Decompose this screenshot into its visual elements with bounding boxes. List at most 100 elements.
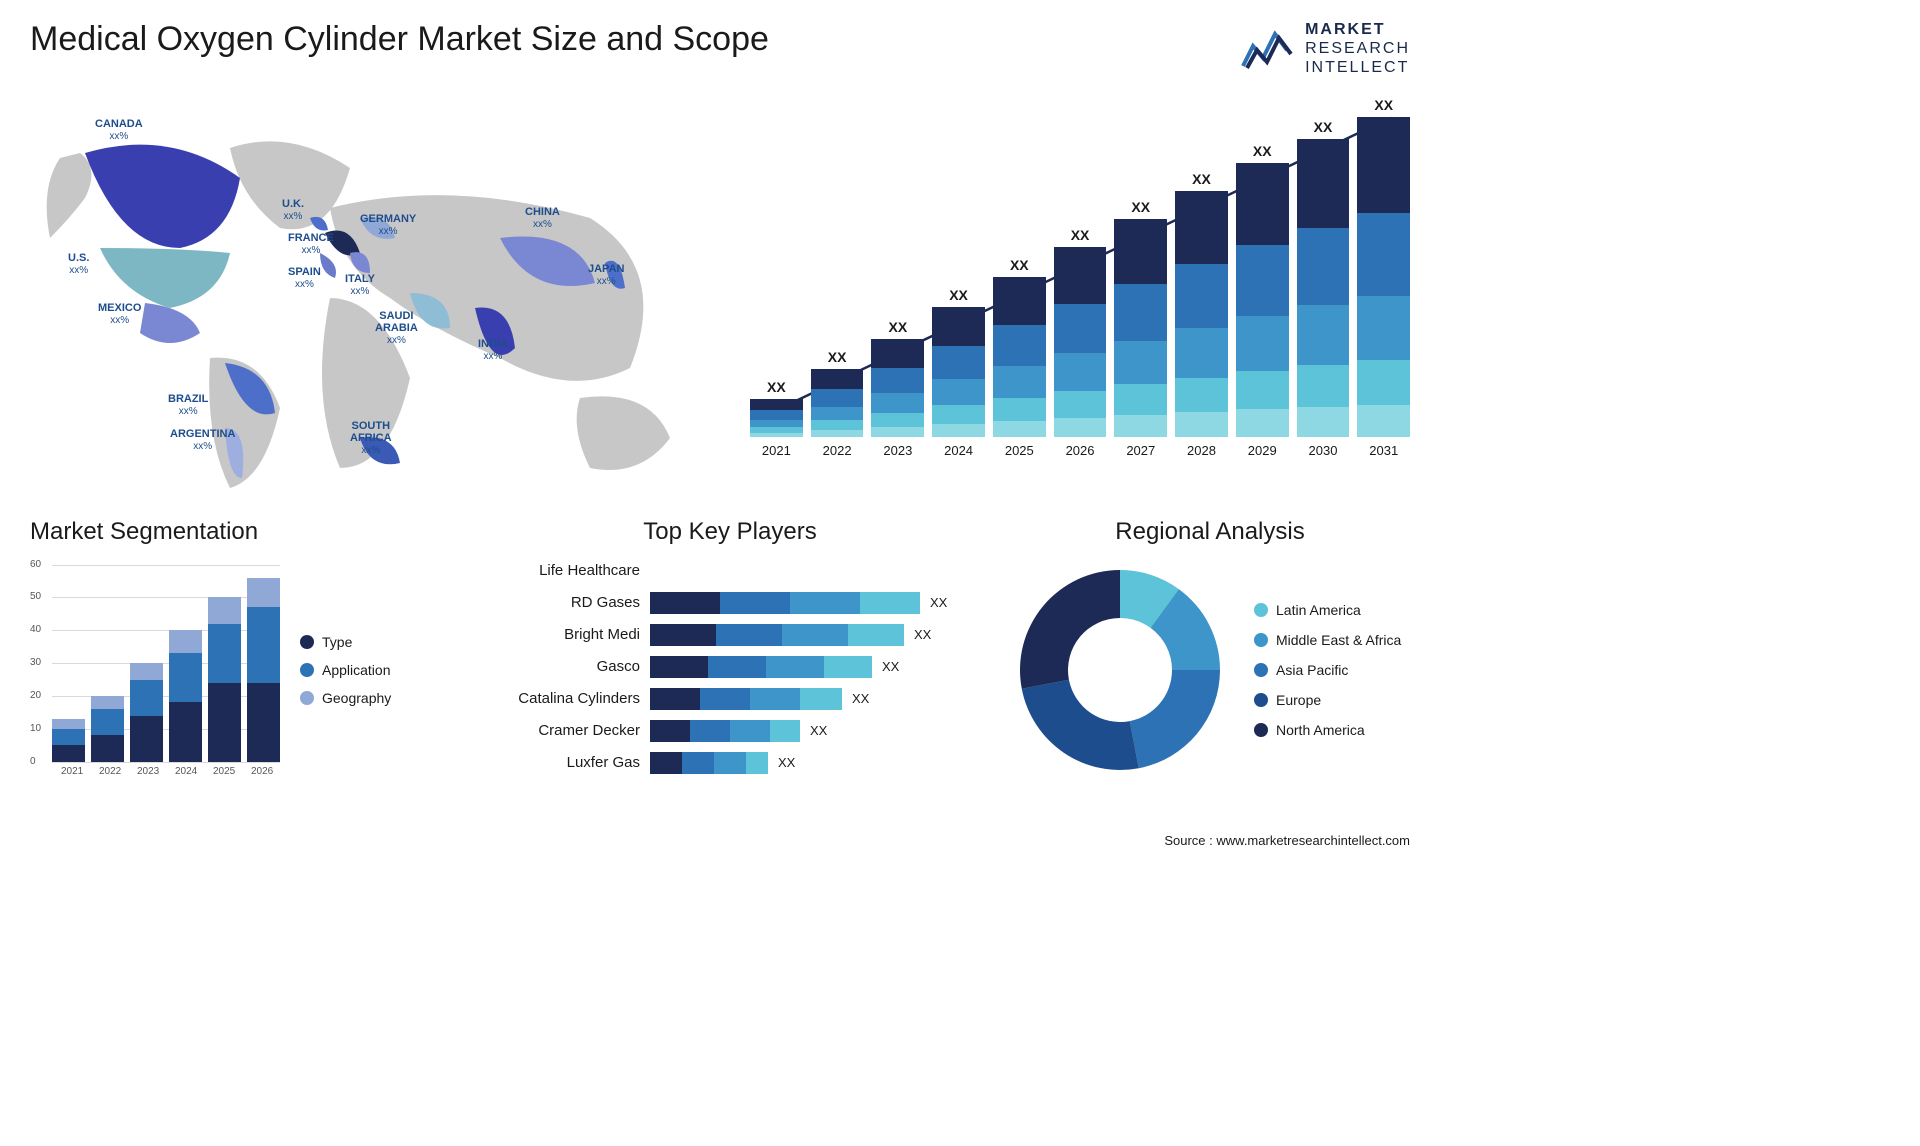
donut-slice	[1022, 679, 1139, 769]
growth-bar-segment	[1236, 245, 1289, 316]
regional-legend: Latin AmericaMiddle East & AfricaAsia Pa…	[1254, 602, 1401, 738]
growth-bar-segment	[993, 277, 1046, 325]
player-row: XX	[650, 624, 980, 646]
players-section: Top Key Players Life HealthcareRD GasesB…	[480, 518, 980, 780]
player-value: XX	[852, 691, 869, 706]
player-name: Gasco	[480, 658, 640, 675]
growth-bar-segment	[1236, 163, 1289, 245]
players-title: Top Key Players	[480, 518, 980, 546]
growth-bar-col: XX2026	[1054, 227, 1107, 458]
legend-label: Middle East & Africa	[1276, 632, 1401, 648]
seg-xtick: 2026	[251, 766, 273, 777]
player-bar-segment	[650, 688, 700, 710]
player-bar-segment	[730, 720, 770, 742]
growth-bar-segment	[811, 420, 864, 430]
growth-bar-year: 2031	[1369, 443, 1398, 458]
growth-bar-segment	[932, 405, 985, 423]
seg-ytick: 0	[30, 756, 36, 767]
growth-bar-segment	[993, 421, 1046, 437]
map-label: BRAZILxx%	[168, 393, 208, 417]
legend-dot-icon	[1254, 723, 1268, 737]
legend-label: Europe	[1276, 692, 1321, 708]
growth-bar-segment	[871, 427, 924, 437]
growth-bar-segment	[750, 433, 803, 437]
legend-label: Geography	[322, 690, 391, 706]
player-row: XX	[650, 656, 980, 678]
seg-bar-segment	[208, 597, 241, 623]
seg-bar-segment	[52, 719, 85, 729]
growth-bar-col: XX 2030	[1297, 119, 1350, 458]
map-label: ITALYxx%	[345, 273, 375, 297]
segmentation-chart: 0102030405060202120222023202420252026	[30, 560, 280, 780]
growth-bar-col: XX2021	[750, 379, 803, 458]
legend-dot-icon	[300, 691, 314, 705]
growth-bar-year: 2024	[944, 443, 973, 458]
logo-text-2: RESEARCH	[1305, 39, 1410, 58]
legend-label: Asia Pacific	[1276, 662, 1348, 678]
logo-text-1: MARKET	[1305, 20, 1410, 39]
growth-bar-segment	[1054, 391, 1107, 418]
legend-label: North America	[1276, 722, 1365, 738]
map-label: U.K.xx%	[282, 198, 304, 222]
players-labels: Life HealthcareRD GasesBright MediGascoC…	[480, 560, 640, 774]
regional-donut	[1010, 560, 1230, 780]
player-bar-segment	[800, 688, 842, 710]
growth-bar-year: 2030	[1309, 443, 1338, 458]
seg-bar-segment	[130, 680, 163, 716]
player-value: XX	[778, 755, 795, 770]
map-label: SAUDIARABIAxx%	[375, 310, 418, 346]
seg-bar-segment	[208, 683, 241, 762]
growth-bar-segment	[1297, 407, 1350, 437]
legend-item: Geography	[300, 690, 391, 706]
growth-bar-segment	[1236, 409, 1289, 436]
legend-dot-icon	[1254, 633, 1268, 647]
legend-item: Middle East & Africa	[1254, 632, 1401, 648]
seg-bar-segment	[52, 745, 85, 761]
seg-bar-segment	[169, 630, 202, 653]
map-label: U.S.xx%	[68, 252, 89, 276]
growth-bar-segment	[1357, 360, 1410, 405]
growth-bar-segment	[1297, 139, 1350, 228]
growth-bar-segment	[1114, 341, 1167, 385]
player-bar-segment	[824, 656, 872, 678]
seg-bar-segment	[130, 716, 163, 762]
map-label: SOUTHAFRICAxx%	[350, 420, 392, 456]
seg-bar-segment	[208, 624, 241, 683]
growth-bar-segment	[1357, 405, 1410, 437]
growth-bar-segment	[932, 424, 985, 437]
seg-bar-segment	[91, 735, 124, 761]
legend-dot-icon	[300, 635, 314, 649]
player-bar	[650, 592, 920, 614]
growth-bar-year: 2029	[1248, 443, 1277, 458]
growth-bar-segment	[1297, 365, 1350, 407]
growth-bar-col: XX2029	[1236, 143, 1289, 458]
growth-bar-value: XX	[1314, 119, 1333, 135]
growth-bar-segment	[871, 368, 924, 393]
seg-xtick: 2025	[213, 766, 235, 777]
seg-xtick: 2021	[61, 766, 83, 777]
seg-ytick: 40	[30, 624, 41, 635]
seg-bar-segment	[247, 683, 280, 762]
player-row: XX	[650, 592, 980, 614]
growth-bar-segment	[1054, 418, 1107, 437]
growth-bar-segment	[1114, 415, 1167, 437]
growth-bar-segment	[1114, 284, 1167, 341]
growth-bar-segment	[1236, 316, 1289, 371]
seg-ytick: 20	[30, 690, 41, 701]
player-bar-segment	[720, 592, 790, 614]
player-bar-segment	[746, 752, 768, 774]
growth-bar-value: XX	[1374, 97, 1393, 113]
growth-bar-segment	[1054, 353, 1107, 391]
player-row: XX	[650, 688, 980, 710]
player-bar-segment	[682, 752, 714, 774]
player-row: XX	[650, 720, 980, 742]
growth-bar-year: 2023	[883, 443, 912, 458]
player-bar	[650, 720, 800, 742]
growth-bar-segment	[750, 410, 803, 420]
player-value: XX	[914, 627, 931, 642]
growth-bar-segment	[1054, 247, 1107, 304]
player-bar-segment	[848, 624, 904, 646]
growth-bar-col: XX2027	[1114, 199, 1167, 458]
growth-bar-segment	[750, 399, 803, 410]
growth-bar-segment	[811, 407, 864, 421]
